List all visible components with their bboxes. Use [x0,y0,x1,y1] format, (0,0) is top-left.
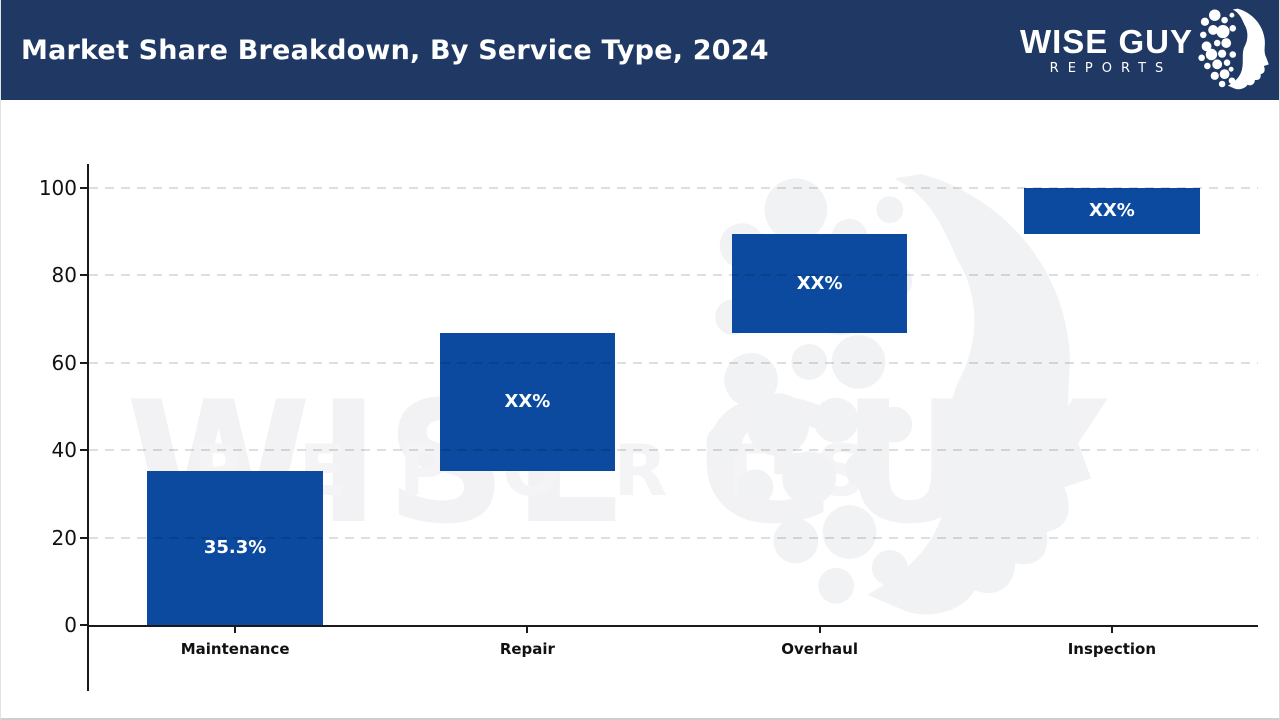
x-category-label: Maintenance [180,640,290,658]
y-axis-tick [80,187,87,189]
grid-line [89,449,1258,452]
y-tick-label: 60 [51,350,77,375]
x-axis-tick [1110,627,1113,633]
x-axis-line [87,625,1258,627]
bar-value-label: XX% [796,272,843,294]
x-category-label: Overhaul [781,640,858,658]
grid-line [89,536,1258,539]
bar-repair: XX% [439,332,616,471]
logo-head-icon [1195,7,1273,93]
x-axis-tick [526,627,529,633]
y-axis-tick [80,624,87,626]
bar-value-label: XX% [504,391,551,413]
x-axis-tick [818,627,821,633]
grid-line [89,187,1258,189]
x-category-label: Inspection [1067,640,1157,658]
y-tick-label: 20 [51,525,77,550]
logo-subtitle: REPORTS [1049,61,1173,76]
bar-value-label: 35.3% [203,537,267,559]
wise-guy-logo: WISE GUY REPORTS [1020,7,1273,93]
y-axis-line [87,164,89,691]
y-tick-label: 40 [51,438,77,463]
y-tick-label: 100 [38,176,77,200]
x-category-label: Repair [499,640,555,658]
y-axis-tick [80,274,87,277]
bar-overhaul: XX% [731,233,908,333]
chart-area: WISE GUY REPORTS 0 20 40 60 80 100 35.3% Mainte… [1,100,1279,718]
x-axis-tick [234,627,237,633]
bar-maintenance: 35.3% [147,470,323,625]
y-axis-tick [80,449,87,452]
grid-line [89,361,1258,364]
bar-inspection: XX% [1024,188,1200,234]
header-bar: Market Share Breakdown, By Service Type,… [1,0,1279,100]
logo-text: WISE GUY REPORTS [1020,25,1193,75]
grid-line [89,274,1258,277]
logo-wordmark: WISE GUY [1019,23,1193,60]
y-axis-tick [80,536,87,539]
y-tick-label: 0 [64,613,77,637]
bar-value-label: XX% [1088,200,1135,222]
page-title: Market Share Breakdown, By Service Type,… [21,34,769,66]
y-tick-label: 80 [51,263,77,288]
y-axis-tick [80,361,87,364]
